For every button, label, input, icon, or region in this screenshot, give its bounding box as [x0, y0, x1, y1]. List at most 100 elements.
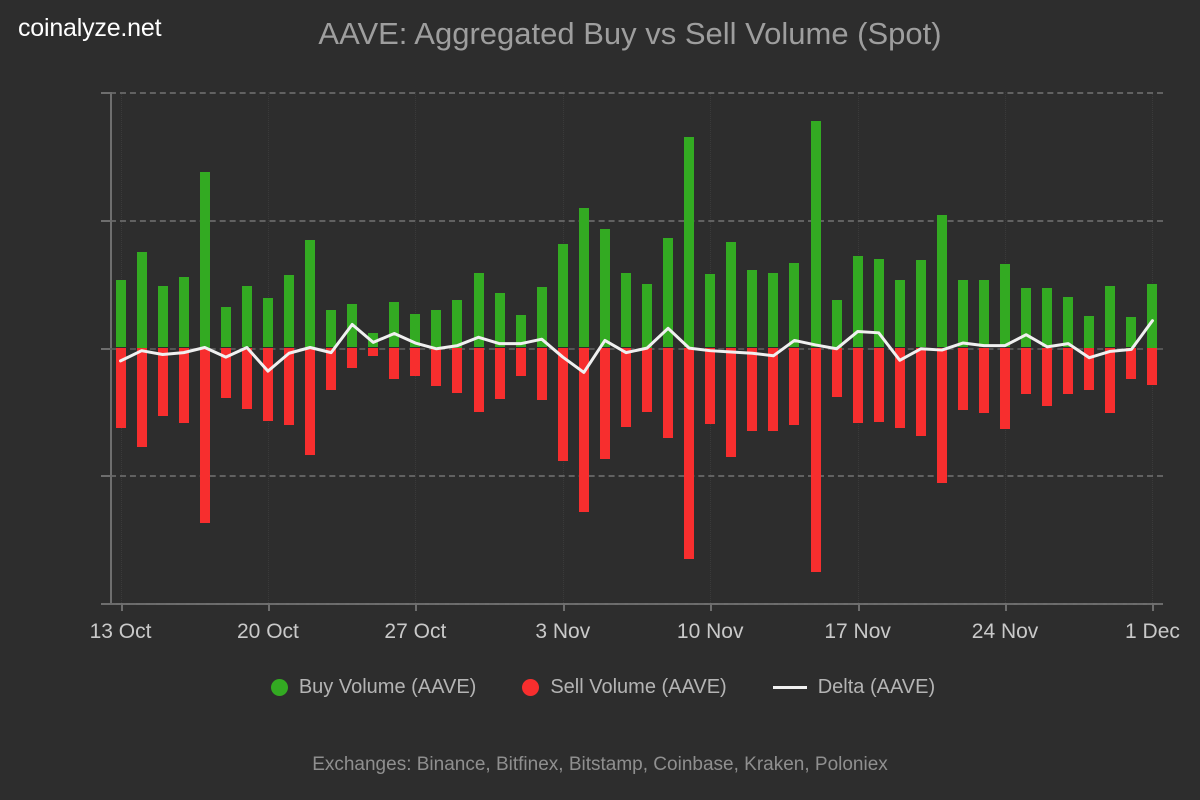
bar-buy-volume[interactable]	[663, 237, 674, 348]
bar-buy-volume[interactable]	[241, 285, 252, 348]
bar-buy-volume[interactable]	[536, 286, 547, 348]
bar-buy-volume[interactable]	[1063, 297, 1074, 348]
bar-sell-volume[interactable]	[347, 347, 358, 368]
bar-sell-volume[interactable]	[1063, 347, 1074, 395]
bar-sell-volume[interactable]	[726, 347, 737, 458]
bar-sell-volume[interactable]	[1021, 347, 1032, 395]
bar-buy-volume[interactable]	[705, 274, 716, 348]
bar-buy-volume[interactable]	[262, 297, 273, 348]
bar-buy-volume[interactable]	[915, 259, 926, 348]
bar-sell-volume[interactable]	[852, 347, 863, 423]
bar-buy-volume[interactable]	[1042, 288, 1053, 348]
legend-item-delta[interactable]: Delta (AAVE)	[772, 676, 935, 699]
bar-buy-volume[interactable]	[768, 272, 779, 348]
bar-sell-volume[interactable]	[326, 347, 337, 391]
bar-buy-volume[interactable]	[178, 277, 189, 348]
bar-buy-volume[interactable]	[410, 314, 421, 348]
bar-sell-volume[interactable]	[684, 347, 695, 559]
bar-buy-volume[interactable]	[873, 258, 884, 348]
bar-sell-volume[interactable]	[978, 347, 989, 414]
bar-buy-volume[interactable]	[305, 240, 316, 348]
bar-buy-volume[interactable]	[684, 136, 695, 348]
bar-buy-volume[interactable]	[473, 272, 484, 348]
bar-sell-volume[interactable]	[220, 347, 231, 398]
bar-buy-volume[interactable]	[136, 251, 147, 348]
bar-buy-volume[interactable]	[747, 270, 758, 348]
bar-sell-volume[interactable]	[284, 347, 294, 426]
bar-buy-volume[interactable]	[557, 244, 568, 348]
bar-sell-volume[interactable]	[136, 347, 147, 447]
bar-sell-volume[interactable]	[831, 347, 842, 397]
bar-buy-volume[interactable]	[852, 256, 863, 348]
bar-sell-volume[interactable]	[536, 347, 547, 400]
bar-buy-volume[interactable]	[431, 310, 442, 348]
bar-sell-volume[interactable]	[957, 347, 968, 411]
bar-buy-volume[interactable]	[936, 214, 947, 348]
bar-sell-volume[interactable]	[494, 347, 505, 399]
bar-buy-volume[interactable]	[810, 120, 821, 348]
bar-buy-volume[interactable]	[1147, 283, 1158, 348]
bar-buy-volume[interactable]	[620, 273, 631, 348]
bar-sell-volume[interactable]	[1084, 347, 1095, 390]
bar-buy-volume[interactable]	[957, 280, 968, 348]
bar-sell-volume[interactable]	[747, 347, 758, 431]
bar-buy-volume[interactable]	[284, 275, 294, 348]
bar-buy-volume[interactable]	[1105, 285, 1116, 348]
bar-sell-volume[interactable]	[936, 347, 947, 483]
bar-buy-volume[interactable]	[789, 263, 800, 348]
legend-item-sell-volume[interactable]: Sell Volume (AAVE)	[522, 676, 727, 699]
bar-sell-volume[interactable]	[1126, 347, 1137, 380]
bar-sell-volume[interactable]	[410, 347, 421, 377]
bar-buy-volume[interactable]	[599, 229, 610, 348]
bar-buy-volume[interactable]	[389, 302, 400, 348]
bar-buy-volume[interactable]	[115, 280, 126, 348]
bar-buy-volume[interactable]	[157, 285, 168, 348]
bar-sell-volume[interactable]	[789, 347, 800, 425]
bar-buy-volume[interactable]	[515, 314, 526, 348]
bar-buy-volume[interactable]	[831, 299, 842, 348]
bar-sell-volume[interactable]	[473, 347, 484, 412]
bar-buy-volume[interactable]	[452, 299, 463, 348]
bar-sell-volume[interactable]	[915, 347, 926, 437]
bar-sell-volume[interactable]	[768, 347, 779, 431]
bar-sell-volume[interactable]	[1105, 347, 1116, 414]
bar-sell-volume[interactable]	[873, 347, 884, 422]
bar-buy-volume[interactable]	[726, 242, 737, 348]
bar-buy-volume[interactable]	[494, 292, 505, 348]
bar-buy-volume[interactable]	[326, 309, 337, 348]
bar-sell-volume[interactable]	[557, 347, 568, 461]
bar-sell-volume[interactable]	[305, 347, 316, 455]
bar-sell-volume[interactable]	[178, 347, 189, 423]
bar-sell-volume[interactable]	[705, 347, 716, 425]
bar-sell-volume[interactable]	[199, 347, 210, 524]
bar-buy-volume[interactable]	[220, 306, 231, 348]
bar-sell-volume[interactable]	[431, 347, 442, 386]
bar-sell-volume[interactable]	[368, 347, 379, 357]
bar-sell-volume[interactable]	[894, 347, 905, 428]
bar-sell-volume[interactable]	[389, 347, 400, 379]
bar-sell-volume[interactable]	[578, 347, 589, 512]
bar-sell-volume[interactable]	[620, 347, 631, 427]
bar-sell-volume[interactable]	[157, 347, 168, 417]
bar-sell-volume[interactable]	[241, 347, 252, 410]
bar-sell-volume[interactable]	[663, 347, 674, 439]
bar-sell-volume[interactable]	[642, 347, 653, 412]
bar-buy-volume[interactable]	[642, 283, 653, 348]
bar-buy-volume[interactable]	[1084, 315, 1095, 348]
bar-sell-volume[interactable]	[1042, 347, 1053, 407]
bar-sell-volume[interactable]	[810, 347, 821, 572]
bar-sell-volume[interactable]	[452, 347, 463, 394]
bar-buy-volume[interactable]	[894, 279, 905, 348]
bar-sell-volume[interactable]	[599, 347, 610, 459]
bar-buy-volume[interactable]	[578, 208, 589, 348]
bar-sell-volume[interactable]	[1147, 347, 1158, 385]
bar-sell-volume[interactable]	[262, 347, 273, 421]
bar-buy-volume[interactable]	[1126, 317, 1137, 348]
bar-sell-volume[interactable]	[515, 347, 526, 377]
legend-item-buy-volume[interactable]: Buy Volume (AAVE)	[270, 676, 476, 699]
bar-buy-volume[interactable]	[978, 279, 989, 348]
bar-buy-volume[interactable]	[1000, 264, 1011, 348]
bar-sell-volume[interactable]	[1000, 347, 1011, 429]
bar-sell-volume[interactable]	[115, 347, 126, 428]
bar-buy-volume[interactable]	[199, 171, 210, 348]
